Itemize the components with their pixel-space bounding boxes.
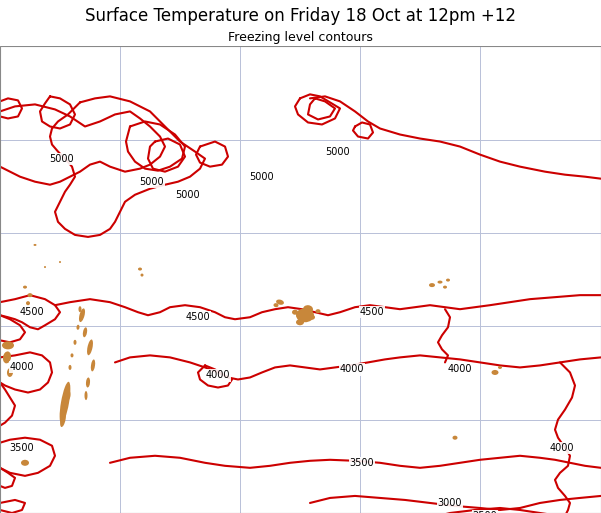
Ellipse shape bbox=[66, 390, 70, 401]
Text: 2500: 2500 bbox=[472, 511, 498, 513]
Text: 3000: 3000 bbox=[438, 498, 462, 508]
Ellipse shape bbox=[429, 283, 435, 287]
Ellipse shape bbox=[85, 391, 88, 400]
Ellipse shape bbox=[498, 366, 502, 369]
Text: 5000: 5000 bbox=[139, 176, 164, 187]
Ellipse shape bbox=[26, 301, 30, 305]
Ellipse shape bbox=[59, 261, 61, 263]
Ellipse shape bbox=[453, 436, 457, 440]
Ellipse shape bbox=[91, 360, 95, 371]
Ellipse shape bbox=[86, 378, 90, 387]
Ellipse shape bbox=[138, 268, 142, 270]
Text: 5000: 5000 bbox=[326, 147, 350, 156]
Ellipse shape bbox=[446, 279, 450, 282]
Ellipse shape bbox=[2, 341, 14, 349]
Text: 4000: 4000 bbox=[206, 370, 230, 381]
Text: 4000: 4000 bbox=[448, 364, 472, 374]
Ellipse shape bbox=[83, 327, 87, 337]
Text: 5000: 5000 bbox=[249, 172, 274, 182]
Ellipse shape bbox=[3, 351, 11, 363]
Ellipse shape bbox=[296, 308, 314, 322]
Ellipse shape bbox=[7, 368, 13, 377]
Text: 4000: 4000 bbox=[340, 364, 364, 374]
Ellipse shape bbox=[21, 460, 29, 466]
Ellipse shape bbox=[443, 286, 447, 289]
Ellipse shape bbox=[79, 308, 85, 322]
Ellipse shape bbox=[296, 319, 304, 325]
Text: 4500: 4500 bbox=[20, 307, 44, 317]
Text: 4000: 4000 bbox=[550, 443, 574, 453]
Text: 3500: 3500 bbox=[350, 458, 374, 468]
Text: Freezing level contours: Freezing level contours bbox=[228, 31, 373, 44]
Ellipse shape bbox=[141, 273, 144, 277]
Ellipse shape bbox=[59, 382, 70, 423]
Ellipse shape bbox=[316, 309, 320, 313]
Ellipse shape bbox=[276, 300, 284, 305]
Text: 4500: 4500 bbox=[359, 307, 384, 317]
Ellipse shape bbox=[87, 340, 93, 355]
Ellipse shape bbox=[309, 314, 315, 320]
Ellipse shape bbox=[273, 303, 278, 307]
Ellipse shape bbox=[70, 353, 73, 358]
Text: 4000: 4000 bbox=[10, 362, 34, 372]
Ellipse shape bbox=[292, 310, 298, 314]
Text: 4500: 4500 bbox=[186, 312, 210, 322]
Ellipse shape bbox=[492, 370, 498, 375]
Text: Surface Temperature on Friday 18 Oct at 12pm +12: Surface Temperature on Friday 18 Oct at … bbox=[85, 7, 516, 25]
Ellipse shape bbox=[73, 340, 76, 345]
Ellipse shape bbox=[303, 305, 313, 313]
Ellipse shape bbox=[34, 244, 37, 246]
Ellipse shape bbox=[438, 281, 442, 284]
Ellipse shape bbox=[76, 325, 79, 330]
Text: 3500: 3500 bbox=[10, 443, 34, 453]
Ellipse shape bbox=[44, 266, 46, 268]
Ellipse shape bbox=[79, 306, 82, 312]
Ellipse shape bbox=[69, 365, 72, 370]
Ellipse shape bbox=[23, 286, 27, 289]
Ellipse shape bbox=[60, 412, 66, 427]
Text: 5000: 5000 bbox=[175, 190, 200, 200]
Text: 5000: 5000 bbox=[50, 153, 75, 164]
Ellipse shape bbox=[28, 293, 32, 297]
